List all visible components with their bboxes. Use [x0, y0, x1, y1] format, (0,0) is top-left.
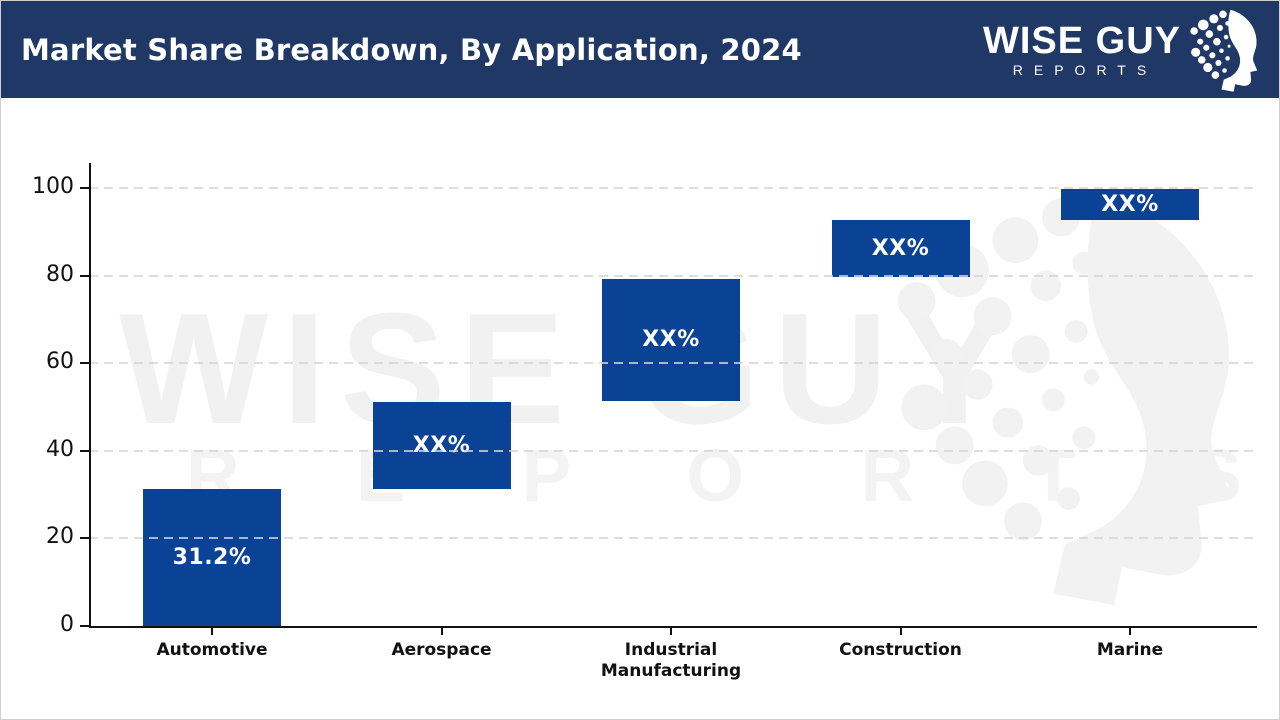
y-tick-label-80: 80 [46, 261, 74, 287]
brand-subname: REPORTS [1012, 62, 1158, 78]
watermark-line1: WISE GUY [119, 281, 1022, 457]
gridline-20 [89, 537, 1257, 540]
y-tick-0 [80, 625, 89, 627]
x-label-5: Marine [1096, 640, 1164, 660]
x-tick-4 [899, 628, 902, 635]
bar-construction: XX% [831, 220, 970, 278]
bar-value-label: XX% [871, 236, 930, 262]
brand-text: WISE GUY REPORTS [983, 22, 1181, 77]
y-tick-60 [80, 362, 89, 365]
bar-aerospace: XX% [372, 401, 511, 489]
y-tick-label-40: 40 [46, 436, 74, 462]
y-tick-label-100: 100 [32, 174, 74, 199]
y-tick-80 [80, 274, 89, 277]
x-label-3: Industrial Manufacturing [600, 640, 742, 682]
x-label-1: Automotive [156, 640, 268, 660]
bar-marine: XX% [1061, 188, 1199, 221]
y-tick-label-20: 20 [46, 524, 74, 550]
x-tick-2 [440, 628, 443, 635]
bar-automotive: 31.2% [143, 489, 281, 626]
brand-logo: WISE GUY REPORTS [983, 7, 1261, 93]
bar-industrial: XX% [602, 279, 740, 401]
x-label-2: Aerospace [391, 640, 492, 660]
gridline-80 [89, 274, 1257, 277]
brand-name: WISE GUY [982, 20, 1181, 62]
x-tick-3 [670, 628, 672, 635]
y-tick-40 [80, 449, 89, 452]
x-tick-1 [211, 628, 213, 635]
bar-value-label: 31.2% [172, 545, 252, 571]
gridline-100 [89, 187, 1257, 189]
y-tick-label-0: 0 [60, 612, 74, 637]
bar-value-label: XX% [1101, 192, 1159, 218]
gridline-60 [89, 362, 1257, 365]
header: Market Share Breakdown, By Application, … [1, 1, 1279, 98]
bar-value-label: XX% [642, 327, 700, 353]
brand-head-icon [1185, 7, 1261, 93]
x-tick-5 [1129, 628, 1131, 635]
gridline-40 [89, 449, 1257, 452]
y-tick-100 [80, 187, 89, 189]
x-axis [89, 626, 1257, 628]
y-axis [89, 163, 91, 628]
bar-value-label: XX% [412, 432, 471, 458]
x-label-4: Construction [839, 640, 962, 660]
y-tick-20 [80, 537, 89, 540]
y-tick-label-60: 60 [46, 349, 74, 375]
chart-title: Market Share Breakdown, By Application, … [21, 32, 802, 67]
